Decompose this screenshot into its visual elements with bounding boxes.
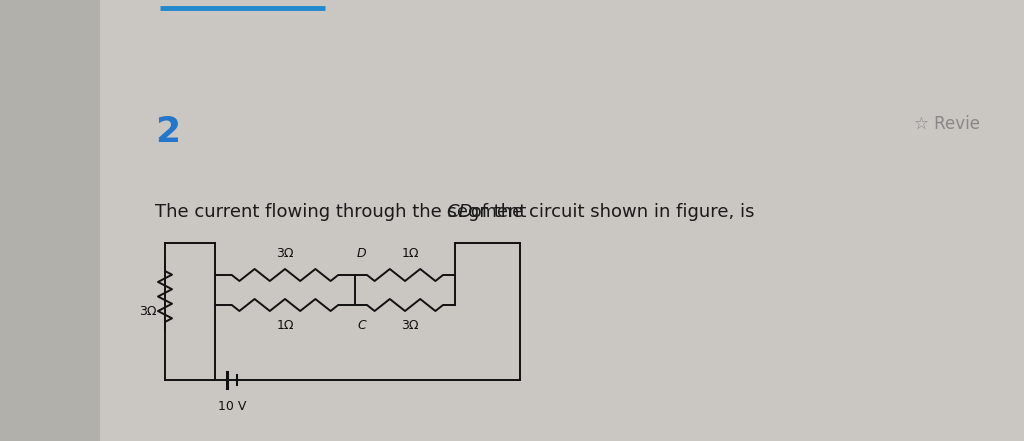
Text: 1Ω: 1Ω bbox=[401, 247, 419, 260]
Text: 1Ω: 1Ω bbox=[276, 319, 294, 332]
Bar bbox=[0, 0, 100, 441]
Text: 3Ω: 3Ω bbox=[139, 305, 157, 318]
Text: The current flowing through the segment: The current flowing through the segment bbox=[155, 203, 532, 221]
Text: ☆ Revie: ☆ Revie bbox=[914, 115, 980, 133]
Text: 10 V: 10 V bbox=[218, 400, 246, 413]
Text: 3Ω: 3Ω bbox=[401, 319, 419, 332]
Text: C: C bbox=[357, 319, 366, 332]
Text: CD: CD bbox=[446, 203, 472, 221]
Text: 2: 2 bbox=[155, 115, 180, 149]
Text: 3Ω: 3Ω bbox=[276, 247, 294, 260]
Text: of the circuit shown in figure, is: of the circuit shown in figure, is bbox=[465, 203, 755, 221]
Text: D: D bbox=[357, 247, 367, 260]
